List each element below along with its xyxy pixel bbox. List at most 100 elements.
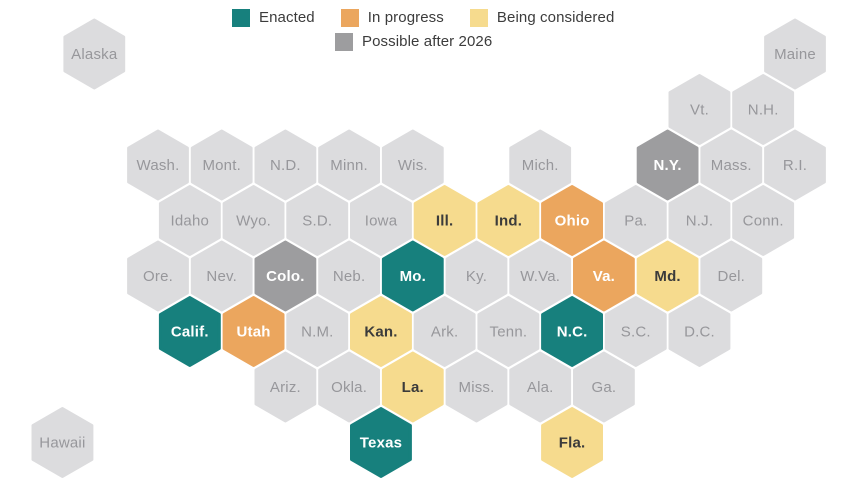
state-label-okla: Okla. xyxy=(331,379,367,396)
legend-label-being-considered: Being considered xyxy=(496,9,615,26)
state-hex-shape-kan xyxy=(350,296,412,367)
state-label-mich: Mich. xyxy=(522,157,559,174)
state-hex-nd: N.D. xyxy=(254,129,317,201)
state-hex-okla: Okla. xyxy=(318,351,380,423)
state-hex-maine: Maine xyxy=(764,18,826,90)
state-hex-mass: Mass. xyxy=(700,129,763,201)
state-hex-wis: Wis. xyxy=(381,129,444,201)
legend-swatch-enacted xyxy=(232,9,250,27)
state-hex-ore: Ore. xyxy=(127,240,189,312)
state-hex-colo: Colo. xyxy=(254,240,317,312)
state-hex-shape-wva xyxy=(509,240,572,312)
state-hex-nc: N.C. xyxy=(541,296,603,367)
state-label-ark: Ark. xyxy=(431,324,458,341)
state-label-wyo: Wyo. xyxy=(236,213,271,230)
state-hex-shape-md xyxy=(636,240,699,312)
state-label-va: Va. xyxy=(593,268,615,285)
state-hex-tenn: Tenn. xyxy=(477,296,540,367)
state-label-maine: Maine xyxy=(774,46,816,63)
state-label-mass: Mass. xyxy=(711,157,752,174)
state-hex-shape-maine xyxy=(764,18,826,90)
state-hex-hawaii: Hawaii xyxy=(31,407,94,478)
state-hex-shape-nd xyxy=(254,129,317,201)
state-hex-shape-utah xyxy=(222,296,285,367)
state-hex-shape-mo xyxy=(381,240,444,312)
state-hex-shape-ky xyxy=(445,240,508,312)
legend-label-possible-after-2026: Possible after 2026 xyxy=(362,33,493,50)
state-label-vt: Vt. xyxy=(690,102,709,119)
state-hex-iowa: Iowa xyxy=(350,185,412,256)
state-hex-wyo: Wyo. xyxy=(222,185,285,256)
state-hex-neb: Neb. xyxy=(318,240,380,312)
state-label-del: Del. xyxy=(718,268,745,285)
state-hex-wash: Wash. xyxy=(127,129,189,201)
state-hex-shape-mont xyxy=(190,129,253,201)
state-hex-shape-nc xyxy=(541,296,603,367)
state-hex-shape-vt xyxy=(668,74,731,145)
state-label-dc: D.C. xyxy=(684,324,715,341)
legend-label-in-progress: In progress xyxy=(367,9,444,26)
state-label-nh: N.H. xyxy=(748,102,779,119)
state-label-nev: Nev. xyxy=(206,268,237,285)
state-label-colo: Colo. xyxy=(266,268,305,285)
state-hex-ny: N.Y. xyxy=(636,129,699,201)
state-label-ind: Ind. xyxy=(495,213,522,230)
state-hex-shape-minn xyxy=(318,129,380,201)
state-label-nm: N.M. xyxy=(301,324,333,341)
legend-row-2: Possible after 2026 xyxy=(335,33,614,51)
state-label-alaska: Alaska xyxy=(71,46,118,63)
state-label-tenn: Tenn. xyxy=(490,324,528,341)
state-hex-shape-ark xyxy=(413,296,476,367)
state-label-texas: Texas xyxy=(360,435,402,452)
state-hex-shape-texas xyxy=(350,407,412,478)
state-hex-sd: S.D. xyxy=(286,185,349,256)
state-hex-shape-calif xyxy=(158,296,221,367)
state-hex-shape-wyo xyxy=(222,185,285,256)
state-hex-shape-colo xyxy=(254,240,317,312)
state-hex-shape-conn xyxy=(732,185,795,256)
state-label-ala: Ala. xyxy=(527,379,554,396)
state-label-ky: Ky. xyxy=(466,268,487,285)
legend-item-being-considered: Being considered xyxy=(469,9,615,27)
state-hex-shape-iowa xyxy=(350,185,412,256)
state-label-idaho: Idaho xyxy=(171,213,210,230)
state-hex-shape-ohio xyxy=(541,185,603,256)
state-hex-shape-nm xyxy=(286,296,349,367)
state-label-md: Md. xyxy=(654,268,680,285)
state-hex-nm: N.M. xyxy=(286,296,349,367)
state-hex-shape-la xyxy=(381,351,444,423)
state-hex-shape-tenn xyxy=(477,296,540,367)
state-hex-shape-nh xyxy=(732,74,795,145)
state-label-ri: R.I. xyxy=(783,157,807,174)
state-label-ariz: Ariz. xyxy=(270,379,301,396)
state-hex-shape-ariz xyxy=(254,351,317,423)
state-hex-shape-wis xyxy=(381,129,444,201)
state-label-ill: Ill. xyxy=(436,213,453,230)
state-hex-shape-ny xyxy=(636,129,699,201)
state-hex-ri: R.I. xyxy=(764,129,826,201)
state-hex-shape-okla xyxy=(318,351,380,423)
state-hex-shape-neb xyxy=(318,240,380,312)
state-label-kan: Kan. xyxy=(364,324,397,341)
state-label-mo: Mo. xyxy=(400,268,426,285)
state-label-pa: Pa. xyxy=(624,213,647,230)
state-label-calif: Calif. xyxy=(171,324,209,341)
state-hex-ill: Ill. xyxy=(413,185,476,256)
state-hex-shape-sc xyxy=(604,296,667,367)
state-hex-shape-va xyxy=(573,240,635,312)
state-hex-dc: D.C. xyxy=(668,296,731,367)
state-hex-fla: Fla. xyxy=(541,407,603,478)
state-label-conn: Conn. xyxy=(743,213,784,230)
state-label-minn: Minn. xyxy=(330,157,368,174)
legend-item-enacted: Enacted xyxy=(232,9,315,27)
state-hex-shape-ga xyxy=(573,351,635,423)
state-hex-shape-fla xyxy=(541,407,603,478)
state-label-wis: Wis. xyxy=(398,157,428,174)
state-hex-va: Va. xyxy=(573,240,635,312)
state-hex-ariz: Ariz. xyxy=(254,351,317,423)
legend-swatch-being-considered xyxy=(469,9,488,27)
state-label-miss: Miss. xyxy=(459,379,495,396)
state-hex-texas: Texas xyxy=(350,407,412,478)
state-hex-idaho: Idaho xyxy=(158,185,221,256)
